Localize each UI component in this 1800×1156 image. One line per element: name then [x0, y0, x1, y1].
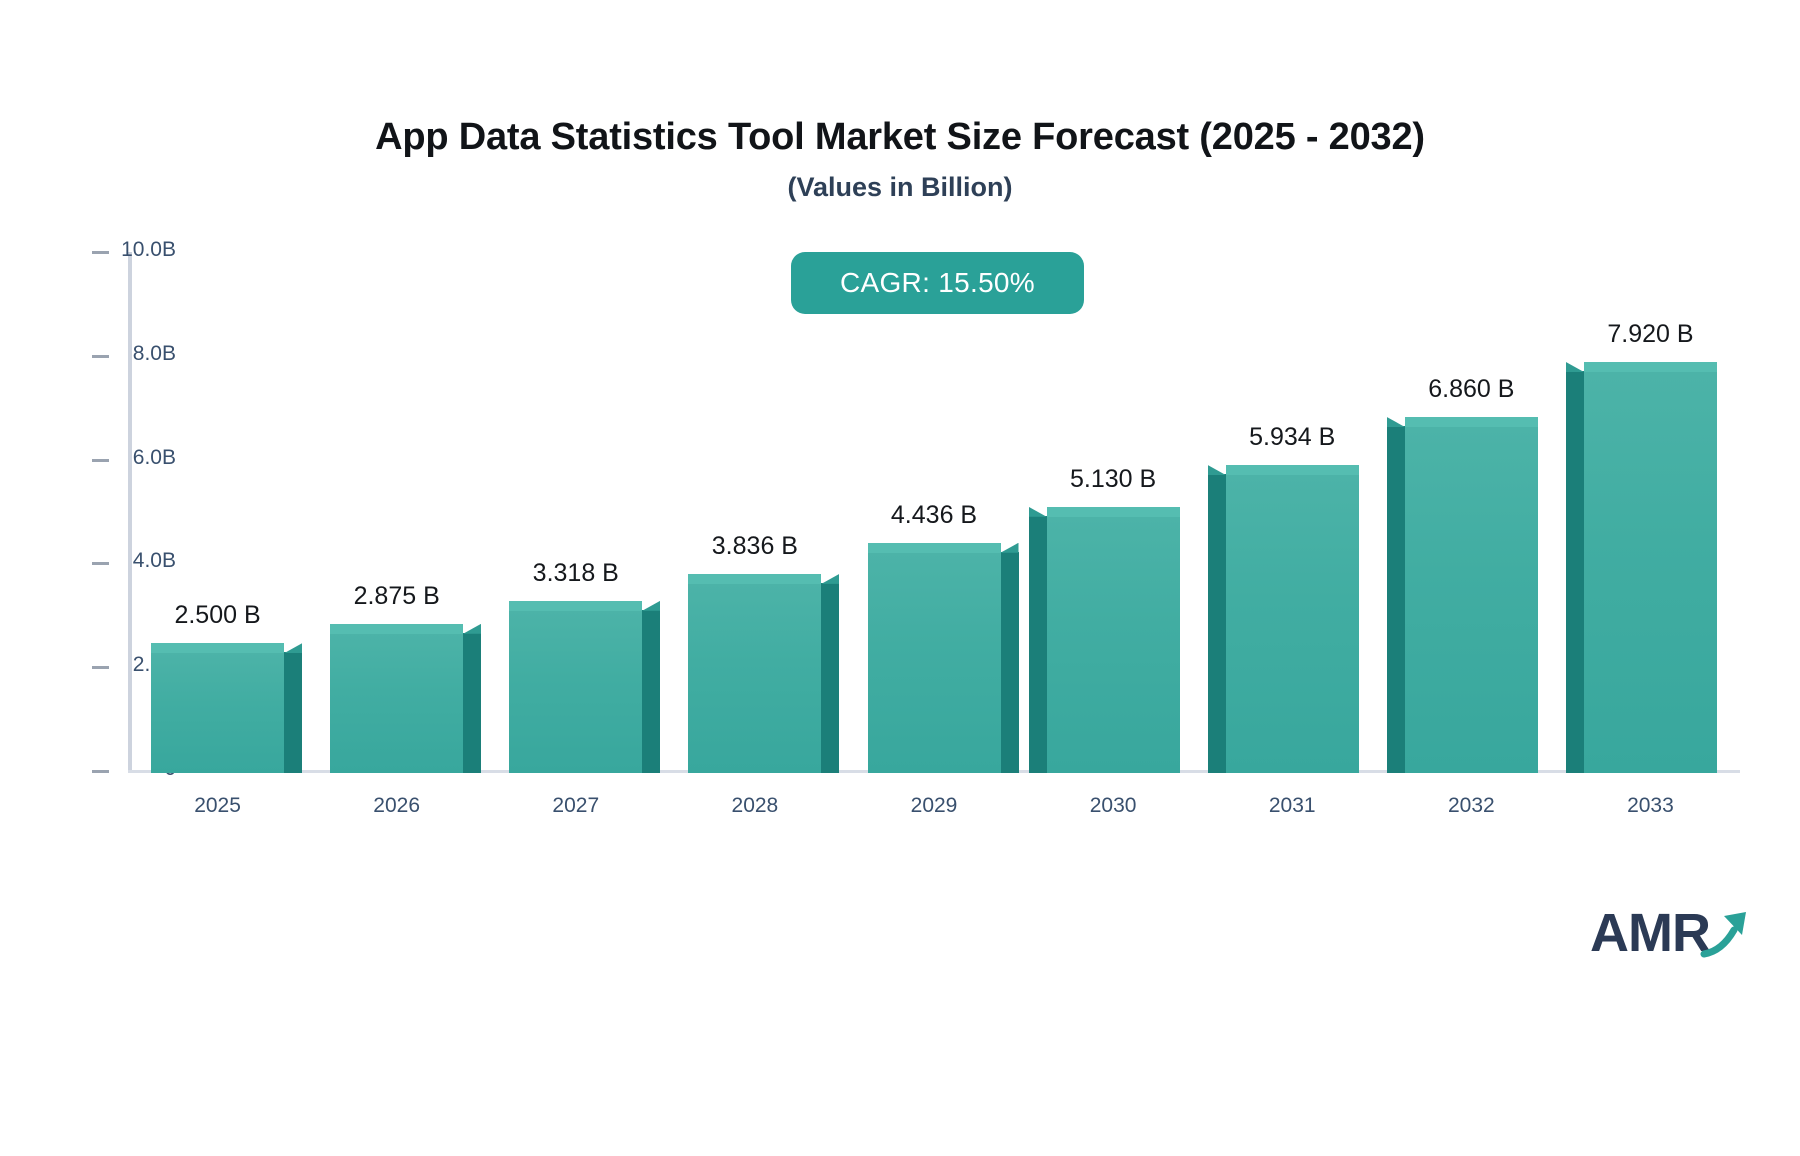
x-tick-label: 2030: [1089, 794, 1137, 817]
bar-slot: 7.920 B: [1565, 257, 1717, 776]
y-tick-label: 4.0B: [132, 549, 176, 573]
bar-top-face: [330, 623, 464, 634]
bar-top-face: [1404, 416, 1538, 427]
bar-side-face: [1386, 425, 1405, 773]
bar-top-bevel: [284, 643, 303, 654]
bar-top-bevel: [1565, 361, 1584, 372]
chart-title: App Data Statistics Tool Market Size For…: [375, 116, 1425, 158]
bar-value-label: 3.318 B: [532, 558, 619, 587]
bar-top-bevel: [1386, 416, 1405, 427]
y-tick-dash: [92, 770, 109, 773]
bar-slot: 5.130 B: [1028, 257, 1180, 776]
y-tick-dash: [92, 251, 109, 254]
bar-side-face: [463, 632, 482, 773]
bar-slot: 2.500 B: [151, 257, 303, 776]
y-tick-dash: [92, 562, 109, 566]
bar-slot: 4.436 B: [867, 257, 1019, 776]
bar-top-bevel: [642, 600, 661, 611]
chart-subtitle: (Values in Billion): [787, 172, 1013, 202]
bar-2026[interactable]: 2.875 B: [330, 582, 482, 773]
bar-2025[interactable]: 2.500 B: [151, 601, 303, 773]
bar-top-bevel: [821, 573, 840, 584]
bar-front-face: [688, 582, 822, 773]
bar-top-face: [1583, 361, 1717, 372]
y-tick-dash: [92, 354, 109, 358]
x-tick-label: 2033: [1627, 794, 1674, 817]
bar-side-face: [642, 609, 661, 773]
bar-side-face: [1207, 474, 1226, 773]
bar-side-face: [1000, 551, 1019, 773]
bar-front-face: [867, 551, 1001, 773]
bar-slot: 2.875 B: [330, 257, 482, 776]
bar-value-label: 2.875 B: [353, 581, 440, 610]
bar-slot: 3.836 B: [688, 257, 840, 776]
bar-top-bevel: [1028, 506, 1047, 517]
bar-value-label: 3.836 B: [711, 531, 798, 560]
cagr-badge: CAGR: 15.50%: [791, 252, 1084, 314]
bar-front-face: [151, 652, 285, 773]
bar-2027[interactable]: 3.318 B: [509, 559, 661, 773]
bar-side-face: [1565, 370, 1584, 773]
bar-2030[interactable]: 5.130 B: [1028, 465, 1180, 773]
bar-value-label: 5.934 B: [1249, 423, 1336, 452]
bar-side-face: [284, 652, 303, 773]
amr-logo-text: AMR: [1590, 903, 1711, 963]
bar-2028[interactable]: 3.836 B: [688, 532, 840, 773]
bar-top-face: [1046, 506, 1180, 517]
y-tick-dash: [92, 666, 109, 670]
x-tick-label: 2025: [194, 794, 241, 817]
x-tick-label: 2029: [910, 794, 958, 817]
bar-front-face: [509, 609, 643, 773]
bar-top-bevel: [1000, 542, 1019, 553]
y-axis-line: [128, 252, 132, 771]
bar-2031[interactable]: 5.934 B: [1207, 423, 1359, 773]
x-tick-label: 2027: [552, 794, 600, 817]
bar-side-face: [1028, 515, 1047, 773]
bar-side-face: [821, 582, 840, 773]
bar-front-face: [330, 632, 464, 773]
y-tick-label: 8.0B: [132, 341, 176, 365]
bar-2029[interactable]: 4.436 B: [867, 501, 1019, 773]
bar-front-face: [1046, 515, 1180, 773]
x-tick-label: 2028: [731, 794, 779, 817]
bar-2032[interactable]: 6.860 B: [1386, 375, 1538, 773]
bar-top-bevel: [463, 623, 482, 634]
x-tick-label: 2031: [1268, 794, 1316, 817]
x-tick-label: 2026: [373, 794, 421, 817]
bar-top-face: [509, 600, 643, 611]
bar-top-bevel: [1207, 465, 1226, 476]
bar-top-face: [688, 573, 822, 584]
bar-slot: 3.318 B: [509, 257, 661, 776]
amr-logo: AMR: [1590, 906, 1754, 960]
x-tick-label: 2032: [1447, 794, 1495, 817]
bar-value-label: 7.920 B: [1607, 319, 1694, 348]
bar-front-face: [1225, 474, 1359, 773]
bar-value-label: 4.436 B: [890, 500, 978, 529]
bar-value-label: 2.500 B: [174, 601, 261, 630]
bar-2033[interactable]: 7.920 B: [1565, 320, 1717, 773]
bar-value-label: 5.130 B: [1070, 464, 1157, 493]
trend-arrow-up-icon: [1700, 908, 1754, 958]
y-tick-label: 6.0B: [132, 445, 176, 469]
bar-top-face: [1225, 465, 1359, 476]
y-tick-label: 10.0B: [121, 238, 176, 261]
bar-front-face: [1583, 370, 1717, 773]
bar-front-face: [1404, 425, 1538, 773]
bar-top-face: [867, 542, 1001, 553]
bar-slot: 5.934 B: [1207, 257, 1359, 776]
cagr-badge-label: CAGR: 15.50%: [839, 267, 1036, 298]
bar-top-face: [151, 643, 285, 654]
y-tick-dash: [92, 458, 109, 462]
bar-slot: 6.860 B: [1386, 257, 1538, 776]
bar-value-label: 6.860 B: [1428, 374, 1515, 403]
